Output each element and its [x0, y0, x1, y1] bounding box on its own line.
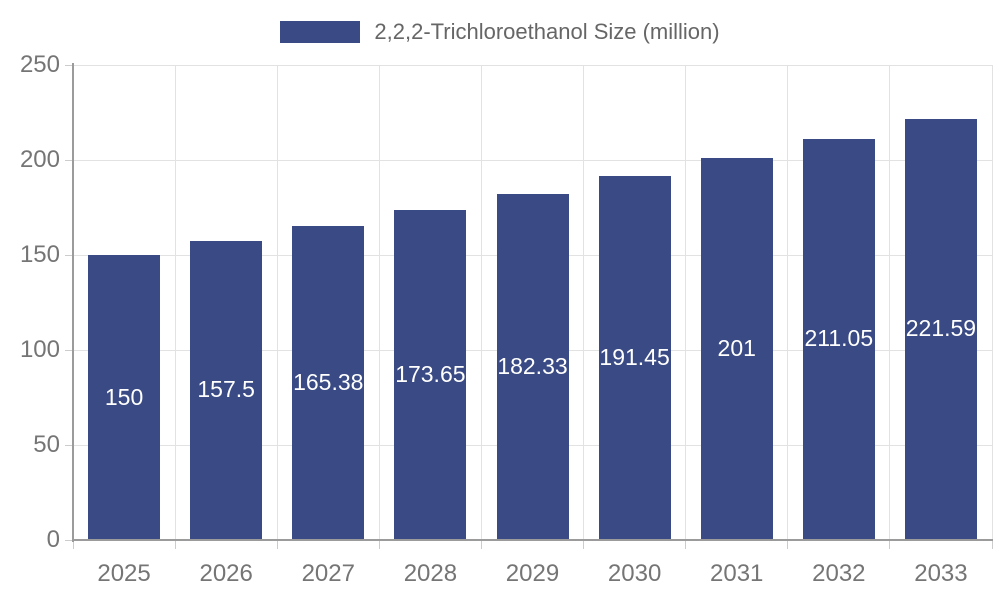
bar-value-label: 150 [104, 383, 144, 410]
y-axis-tick [65, 254, 73, 256]
y-axis-tick [65, 64, 73, 66]
x-axis [72, 539, 993, 541]
y-axis-tick [65, 159, 73, 161]
bar-value-label: 182.33 [497, 352, 568, 379]
bar-value-label: 211.05 [804, 325, 874, 352]
x-axis-tick [583, 540, 585, 549]
x-tick-label: 2031 [710, 560, 764, 587]
gridline-vertical [991, 65, 993, 540]
bar-value-label: 191.45 [599, 344, 670, 371]
bar-value-label: 173.65 [395, 361, 466, 388]
x-tick-label: 2025 [97, 560, 151, 587]
gridline-vertical [480, 65, 482, 540]
y-axis [72, 63, 74, 542]
y-tick-label: 250 [19, 51, 60, 78]
gridline-horizontal [73, 64, 992, 66]
x-tick-label: 2029 [505, 560, 560, 587]
bar: 182.33 [496, 193, 569, 539]
bar: 201 [700, 158, 773, 539]
chart-legend: 2,2,2-Trichloroethanol Size (million) [0, 14, 1000, 50]
x-axis-tick [991, 540, 993, 549]
x-axis-tick [480, 540, 482, 549]
y-axis-tick [65, 349, 73, 351]
bar: 191.45 [598, 176, 671, 539]
x-tick-label: 2028 [403, 560, 458, 587]
y-tick-label: 150 [19, 241, 60, 268]
bar-value-label: 201 [717, 335, 756, 362]
x-axis-tick [72, 540, 74, 549]
legend-swatch-icon [280, 21, 361, 43]
bar-value-label: 221.59 [905, 315, 977, 342]
gridline-vertical [787, 65, 789, 540]
x-tick-label: 2032 [812, 560, 866, 587]
bar-value-label: 157.5 [197, 376, 255, 403]
bar: 157.5 [190, 240, 263, 539]
x-axis-tick [174, 540, 176, 549]
y-tick-label: 50 [33, 431, 60, 458]
x-axis-tick [378, 540, 380, 549]
y-tick-label: 0 [46, 526, 60, 553]
x-tick-label: 2033 [914, 560, 968, 587]
y-axis-tick [65, 539, 73, 541]
x-tick-label: 2027 [301, 560, 355, 587]
x-axis-tick [685, 540, 687, 549]
y-tick-label: 100 [19, 336, 60, 363]
x-axis-tick [787, 540, 789, 549]
legend-label: 2,2,2-Trichloroethanol Size (million) [374, 19, 720, 44]
gridline-vertical [583, 65, 585, 540]
gridline-vertical [174, 65, 176, 540]
y-tick-label: 200 [19, 146, 60, 173]
y-axis-tick [65, 444, 73, 446]
gridline-vertical [378, 65, 380, 540]
x-tick-label: 2026 [199, 560, 253, 587]
bar: 165.38 [292, 225, 365, 539]
gridline-vertical [889, 65, 891, 540]
gridline-horizontal [73, 159, 992, 161]
bar: 173.65 [394, 210, 467, 539]
bar: 150 [88, 255, 161, 539]
gridline-vertical [685, 65, 687, 540]
bar: 211.05 [802, 139, 875, 539]
x-axis-tick [889, 540, 891, 549]
x-tick-label: 2030 [607, 560, 662, 587]
bar-value-label: 165.38 [293, 368, 364, 395]
bar: 221.59 [904, 118, 977, 539]
gridline-vertical [276, 65, 278, 540]
x-axis-tick [276, 540, 278, 549]
